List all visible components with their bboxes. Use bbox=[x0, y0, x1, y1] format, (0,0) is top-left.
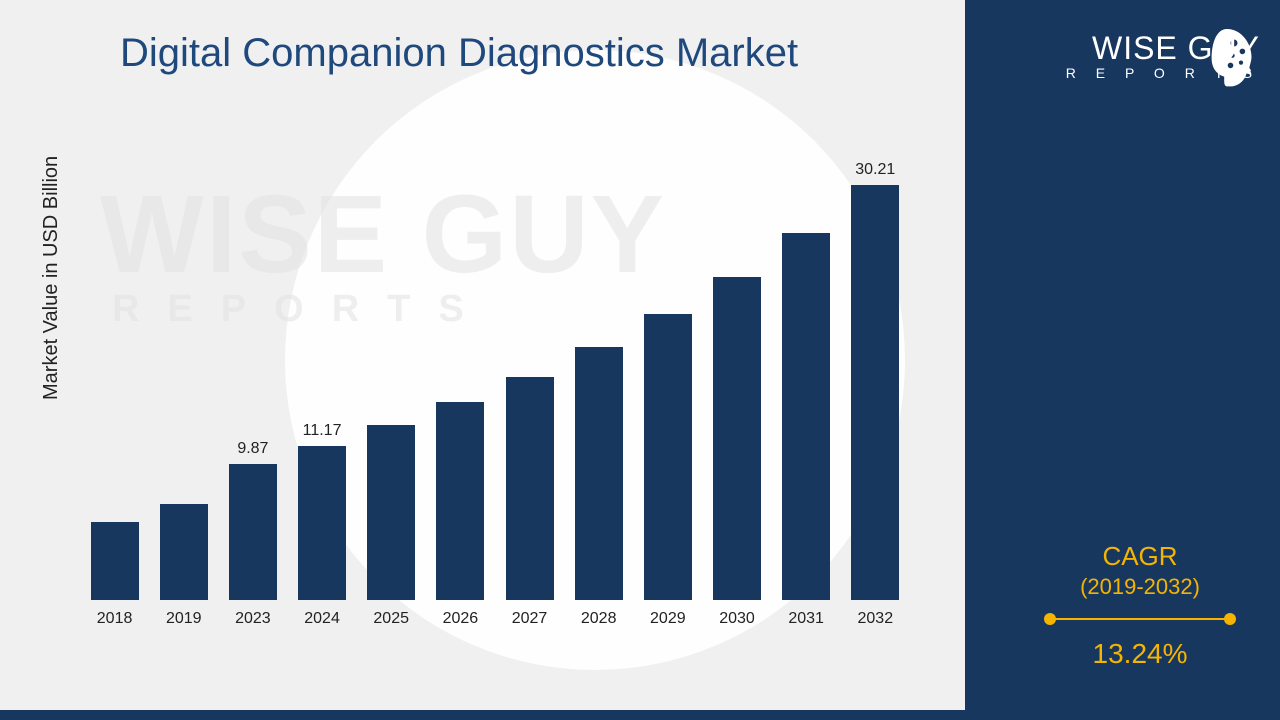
bar bbox=[506, 377, 554, 600]
x-axis-label: 2025 bbox=[361, 610, 421, 640]
bar bbox=[229, 464, 277, 600]
x-axis-label: 2023 bbox=[223, 610, 283, 640]
bar-wrap bbox=[707, 253, 767, 600]
logo-main-text: WISE GUY bbox=[1066, 30, 1260, 67]
bar bbox=[851, 185, 899, 600]
bottom-accent-bar bbox=[0, 710, 965, 720]
bar bbox=[436, 402, 484, 600]
cagr-title: CAGR bbox=[1030, 541, 1250, 572]
bar-wrap bbox=[569, 323, 629, 600]
y-axis-label: Market Value in USD Billion bbox=[40, 156, 63, 400]
cagr-value: 13.24% bbox=[1030, 638, 1250, 670]
right-panel: WISE GUY R E P O R T S CAGR (2019-2032) … bbox=[965, 0, 1280, 720]
bar bbox=[91, 522, 139, 600]
bar-wrap bbox=[776, 209, 836, 600]
logo-sub-text: R E P O R T S bbox=[1066, 65, 1260, 81]
cagr-range: (2019-2032) bbox=[1030, 574, 1250, 600]
x-axis-label: 2031 bbox=[776, 610, 836, 640]
bar-wrap: 30.21 bbox=[845, 161, 905, 600]
bar-wrap bbox=[154, 480, 214, 600]
bar-wrap bbox=[361, 401, 421, 600]
bar bbox=[298, 446, 346, 600]
cagr-divider bbox=[1050, 618, 1230, 620]
bar bbox=[367, 425, 415, 600]
bar-wrap bbox=[500, 353, 560, 600]
x-axis-label: 2019 bbox=[154, 610, 214, 640]
bar bbox=[782, 233, 830, 600]
x-axis-label: 2032 bbox=[845, 610, 905, 640]
bar-value-label: 9.87 bbox=[237, 440, 268, 460]
x-axis-label: 2024 bbox=[292, 610, 352, 640]
cagr-box: CAGR (2019-2032) 13.24% bbox=[1030, 541, 1250, 670]
bar bbox=[644, 314, 692, 600]
x-axis-label: 2028 bbox=[569, 610, 629, 640]
x-axis-label: 2018 bbox=[85, 610, 145, 640]
bar-wrap bbox=[430, 378, 490, 600]
bar-wrap: 11.17 bbox=[292, 422, 352, 600]
bar bbox=[160, 504, 208, 600]
bar-value-label: 30.21 bbox=[855, 161, 895, 181]
x-axis-label: 2027 bbox=[500, 610, 560, 640]
x-axis-labels: 2018 2019 2023 2024 2025 2026 2027 2028 2029 2030… bbox=[80, 610, 910, 640]
x-axis-label: 2026 bbox=[430, 610, 490, 640]
chart-area: 9.8711.1730.21 2018201920232024202520262… bbox=[80, 160, 910, 640]
x-axis-label: 2029 bbox=[638, 610, 698, 640]
bar-wrap bbox=[638, 290, 698, 600]
bar-wrap bbox=[85, 498, 145, 600]
bar bbox=[575, 347, 623, 600]
main-area: WISE GUY REPORTS Digital Companion Diagn… bbox=[0, 0, 965, 720]
chart-title: Digital Companion Diagnostics Market bbox=[120, 30, 820, 76]
bars-container: 9.87 11.17 30.21 bbox=[80, 160, 910, 600]
bar-value-label: 11.17 bbox=[303, 422, 342, 442]
bar-wrap: 9.87 bbox=[223, 440, 283, 600]
logo: WISE GUY R E P O R T S bbox=[1066, 30, 1260, 81]
x-axis-label: 2030 bbox=[707, 610, 767, 640]
bar bbox=[713, 277, 761, 600]
